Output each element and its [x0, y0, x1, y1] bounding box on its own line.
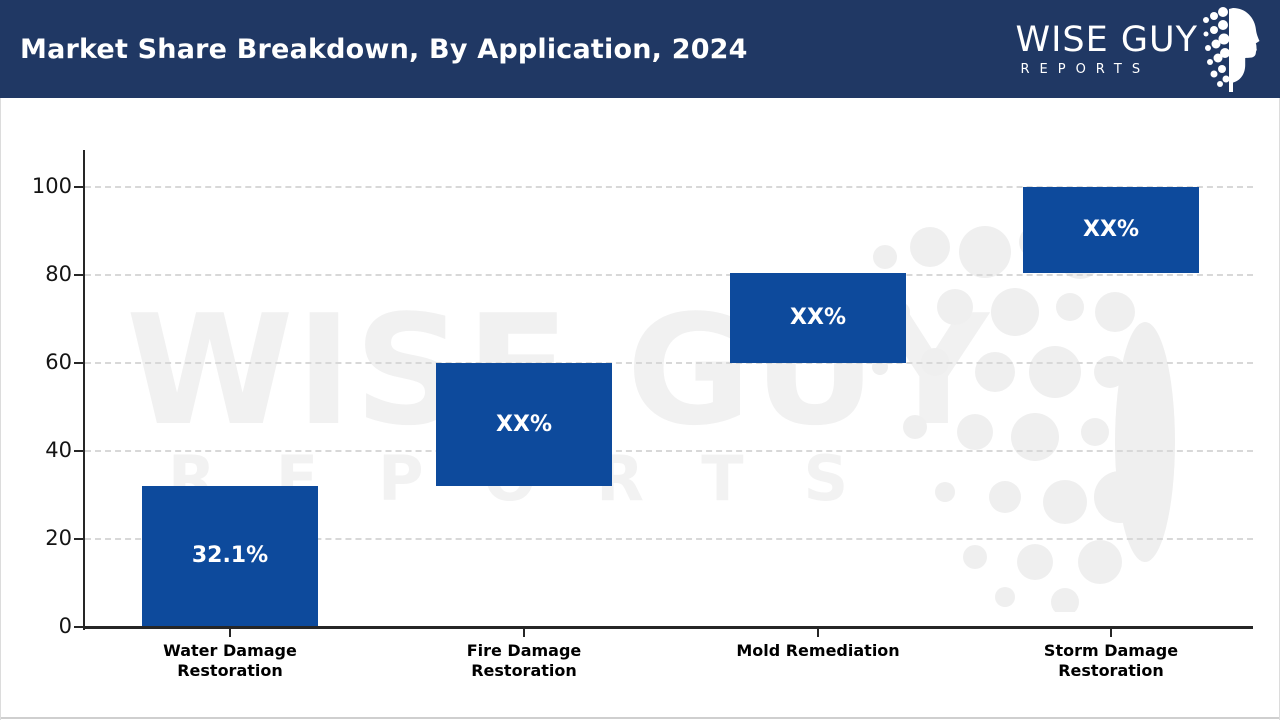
category-label-line: Restoration — [471, 661, 577, 680]
bar-1: 32.1% — [142, 485, 318, 626]
bar-3: XX% — [730, 272, 906, 363]
gridline — [85, 538, 1253, 540]
logo-reports-label: REPORTS — [1020, 61, 1151, 77]
bar-value-label: 32.1% — [191, 543, 269, 569]
logo-wiseguy-label: WISE GUY — [1015, 19, 1198, 60]
category-label: Mold Remediation — [688, 641, 948, 661]
logo: WISE GUY REPORTS — [1015, 6, 1262, 92]
ytick-label: 0 — [58, 614, 72, 638]
y-axis-spine — [83, 150, 85, 630]
category-label: Fire Damage Restoration — [394, 641, 654, 681]
category-label-line: Fire Damage — [466, 641, 582, 660]
category-label-line: Water Damage — [163, 641, 297, 660]
x-axis-spine — [83, 626, 1253, 629]
bar-4: XX% — [1023, 187, 1199, 273]
ytick-label: 20 — [45, 526, 72, 550]
ytick-mark — [74, 186, 83, 188]
category-label-line: Restoration — [177, 661, 283, 680]
logo-face-icon — [1203, 7, 1260, 92]
category-label-line: Storm Damage — [1043, 641, 1179, 660]
logo-text: WISE GUY REPORTS — [1015, 19, 1198, 77]
ytick-label: 100 — [31, 174, 72, 198]
bottom-hairline — [0, 717, 1280, 719]
ytick-label: 40 — [45, 438, 72, 462]
bar-value-label: XX% — [790, 305, 846, 331]
bar-2: XX% — [436, 363, 612, 486]
category-label: Water Damage Restoration — [100, 641, 360, 681]
left-edge-line — [0, 98, 1, 720]
ytick-label: 80 — [45, 262, 72, 286]
ytick-mark — [74, 450, 83, 452]
ytick-label: 60 — [45, 350, 72, 374]
ytick-mark — [74, 538, 83, 540]
xtick-mark — [1110, 629, 1112, 637]
category-label-line: Restoration — [1058, 661, 1164, 680]
xtick-mark — [523, 629, 525, 637]
plot-area: 0 20 40 60 80 100 32.1% Water Damage Restoration… — [0, 98, 1280, 720]
xtick-mark — [229, 629, 231, 637]
category-label-line: Mold Remediation — [736, 641, 900, 660]
bar-value-label: XX% — [1083, 217, 1139, 243]
category-label: Storm Damage Restoration — [981, 641, 1241, 681]
ytick-mark — [74, 362, 83, 364]
bar-value-label: XX% — [496, 411, 552, 437]
gridline — [85, 274, 1253, 276]
gridline — [85, 186, 1253, 188]
gridline — [85, 362, 1253, 364]
ytick-mark — [74, 274, 83, 276]
xtick-mark — [817, 629, 819, 637]
page-title: Market Share Breakdown, By Application, … — [20, 33, 748, 65]
ytick-mark — [74, 626, 83, 628]
gridline — [85, 450, 1253, 452]
header: Market Share Breakdown, By Application, … — [0, 0, 1280, 98]
